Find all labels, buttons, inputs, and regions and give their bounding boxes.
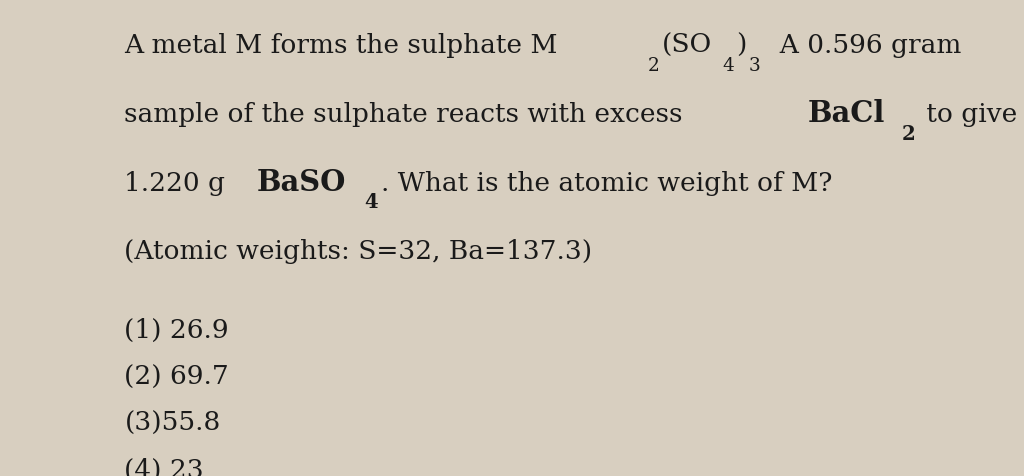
Text: 2: 2 <box>901 123 915 143</box>
Text: 2: 2 <box>647 57 659 75</box>
Text: 4: 4 <box>722 57 734 75</box>
Text: (4) 23: (4) 23 <box>125 457 204 476</box>
Text: (1) 26.9: (1) 26.9 <box>125 317 229 343</box>
Text: (3)55.8: (3)55.8 <box>125 410 221 436</box>
Text: A 0.596 gram: A 0.596 gram <box>763 33 962 58</box>
Text: BaSO: BaSO <box>256 167 346 196</box>
Text: BaCl: BaCl <box>808 99 886 128</box>
Text: 3: 3 <box>749 57 761 75</box>
Text: (2) 69.7: (2) 69.7 <box>125 364 229 389</box>
Text: to give: to give <box>919 102 1017 127</box>
Text: 1.220 g: 1.220 g <box>125 170 233 195</box>
Text: . What is the atomic weight of M?: . What is the atomic weight of M? <box>381 170 831 195</box>
Text: (SO: (SO <box>662 33 712 58</box>
Text: sample of the sulphate reacts with excess: sample of the sulphate reacts with exces… <box>125 102 691 127</box>
Text: A metal M forms the sulphate M: A metal M forms the sulphate M <box>125 33 558 58</box>
Text: (Atomic weights: S=32, Ba=137.3): (Atomic weights: S=32, Ba=137.3) <box>125 239 593 264</box>
Text: 4: 4 <box>365 192 378 212</box>
Text: ): ) <box>736 33 746 58</box>
